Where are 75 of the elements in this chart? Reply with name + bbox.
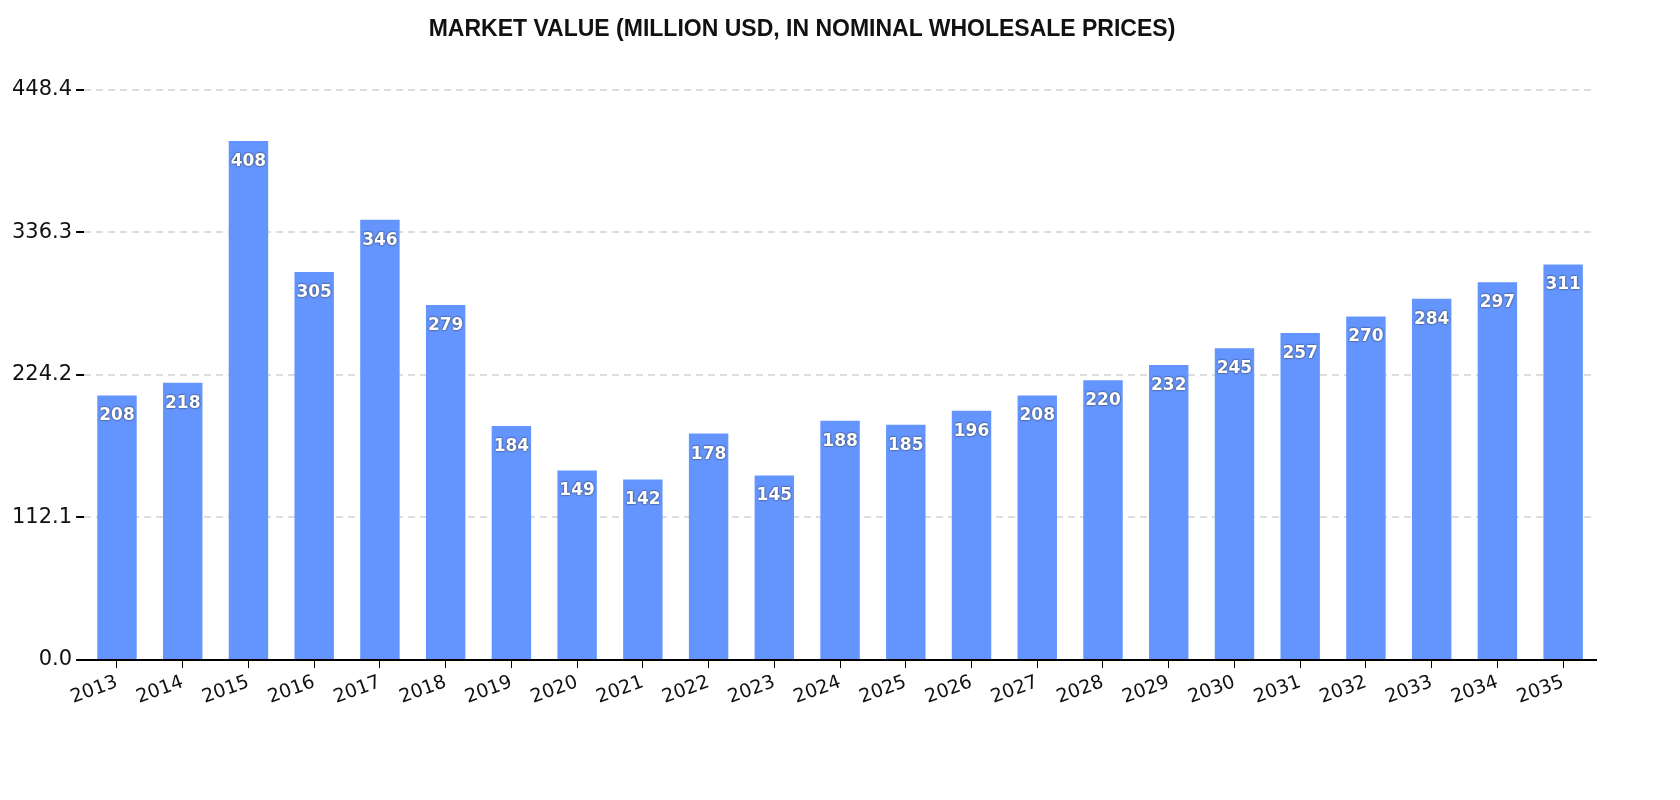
bar: [1083, 380, 1123, 660]
data-label: 149: [559, 479, 595, 500]
x-tick-label: 2026: [921, 669, 975, 707]
data-label: 284: [1413, 307, 1450, 328]
x-tick-label: 2019: [461, 669, 515, 707]
x-tick-label: 2018: [395, 669, 449, 707]
bar: [163, 382, 203, 660]
bar: [1346, 316, 1386, 660]
x-tick-label: 2014: [132, 669, 186, 707]
y-tick-label: 112.1: [11, 503, 73, 528]
data-label: 270: [1348, 325, 1384, 346]
bar: [1543, 264, 1583, 660]
bar: [754, 475, 795, 660]
bar: [623, 479, 663, 660]
bar: [1280, 333, 1320, 660]
data-label: 311: [1545, 273, 1581, 294]
y-tick-label: 448.4: [11, 76, 73, 101]
data-label: 188: [822, 429, 858, 450]
x-tick-label: 2028: [1053, 669, 1107, 707]
x-tick-label: 2032: [1316, 669, 1369, 707]
data-label: 279: [427, 314, 464, 335]
x-tick-label: 2020: [527, 669, 581, 707]
data-label: 196: [953, 419, 990, 440]
x-tick-label: 2031: [1250, 669, 1304, 707]
y-tick-label: 224.2: [11, 361, 73, 386]
data-label: 257: [1282, 342, 1318, 363]
x-tick-label: 2013: [67, 669, 121, 707]
x-tick-label: 2022: [658, 669, 712, 707]
x-tick-label: 2029: [1118, 669, 1172, 707]
data-label: 245: [1216, 357, 1253, 378]
data-label: 184: [493, 434, 530, 455]
bar: [688, 433, 729, 660]
x-tick-label: 2030: [1184, 669, 1238, 707]
data-label: 218: [164, 391, 201, 412]
data-label: 408: [230, 149, 267, 170]
bar: [557, 470, 597, 660]
data-label: 220: [1085, 389, 1121, 410]
data-label: 208: [99, 404, 135, 425]
data-label: 305: [296, 280, 332, 301]
bar: [1214, 348, 1255, 660]
data-label: 145: [756, 484, 793, 505]
chart-title: MARKET VALUE (MILLION USD, IN NOMINAL WHOLESALE PRICES): [428, 15, 1176, 42]
bar: [1017, 395, 1057, 660]
x-tick-label: 2027: [987, 669, 1041, 707]
data-label: 346: [362, 228, 398, 249]
bar: [228, 141, 269, 660]
data-label: 185: [888, 433, 924, 454]
data-label: 297: [1479, 291, 1516, 312]
data-label: 178: [690, 442, 727, 463]
x-tick-label: 2015: [198, 669, 252, 707]
bar: [951, 410, 992, 660]
bar: [425, 305, 466, 660]
x-tick-label: 2025: [855, 669, 909, 707]
y-tick-label: 0.0: [38, 646, 73, 671]
data-label: 232: [1150, 373, 1187, 394]
bar: [294, 272, 334, 660]
bar: [1411, 298, 1452, 660]
bar: [820, 420, 860, 660]
y-tick-label: 336.3: [11, 218, 73, 243]
x-tick-label: 2021: [592, 669, 646, 707]
x-tick-label: 2016: [264, 669, 318, 707]
data-label: 208: [1019, 404, 1056, 425]
x-tick-label: 2033: [1381, 669, 1435, 707]
bar: [886, 424, 926, 660]
bar: [1149, 364, 1189, 660]
x-tick-label: 2024: [790, 669, 844, 707]
bar: [491, 425, 532, 660]
x-tick-label: 2023: [724, 669, 778, 707]
bar: [360, 219, 400, 660]
bar: [1477, 282, 1518, 660]
bar: [97, 395, 137, 660]
data-label: 142: [625, 488, 661, 509]
x-tick-label: 2034: [1447, 669, 1501, 707]
x-tick-label: 2035: [1513, 669, 1567, 707]
x-tick-label: 2017: [330, 669, 383, 707]
